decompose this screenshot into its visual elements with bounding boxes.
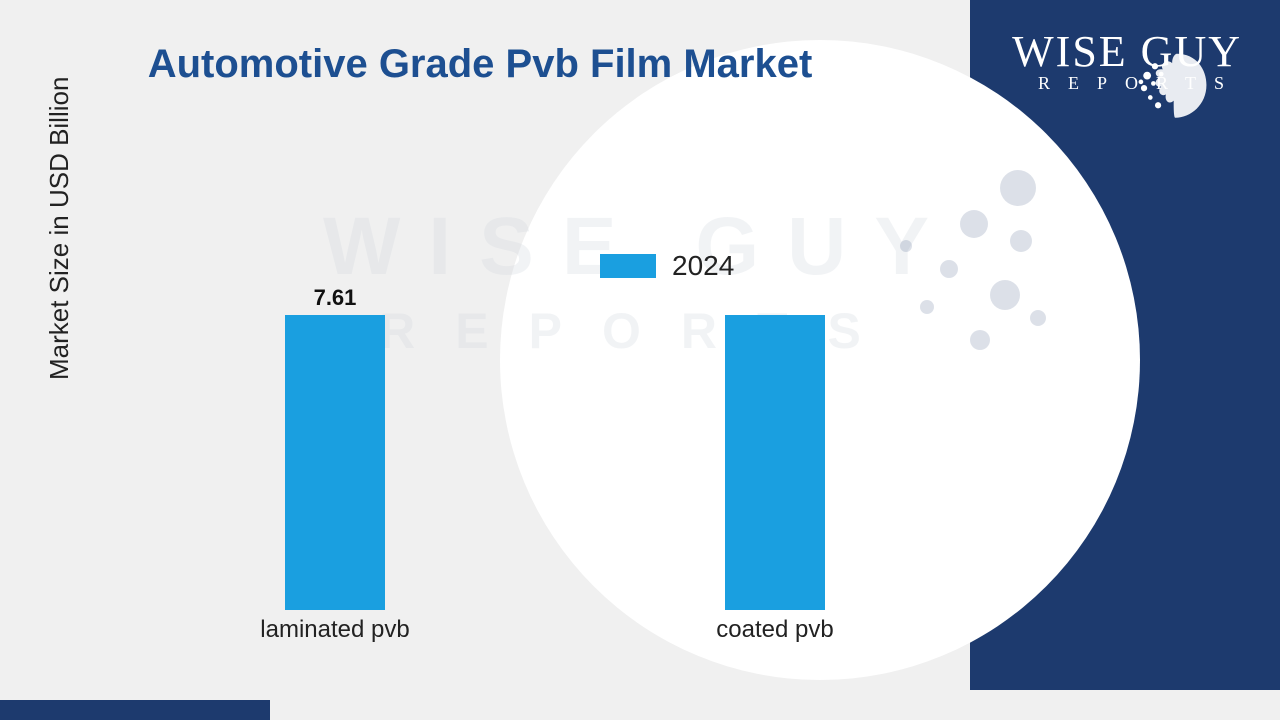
chart-title: Automotive Grade Pvb Film Market bbox=[0, 42, 960, 87]
x-axis-label: laminated pvb bbox=[255, 610, 415, 644]
legend-swatch bbox=[600, 254, 656, 278]
chart-canvas: WISE GUY REPORTS Automotive Grade Pvb Fi… bbox=[0, 0, 1280, 720]
bar-coated-pvb: coated pvb bbox=[725, 315, 825, 610]
brand-logo: WISE GUY REPORTS bbox=[1012, 26, 1242, 94]
legend: 2024 bbox=[600, 250, 734, 282]
brain-icon bbox=[1130, 46, 1208, 124]
y-axis-label: Market Size in USD Billion bbox=[44, 77, 75, 380]
bottom-accent-bar bbox=[0, 700, 270, 720]
bar-laminated-pvb: 7.61laminated pvb bbox=[285, 315, 385, 610]
bar-value-label: 7.61 bbox=[285, 285, 385, 311]
legend-label: 2024 bbox=[672, 250, 734, 282]
plot-area: 7.61laminated pvb coated pvb bbox=[160, 300, 900, 610]
x-axis-label: coated pvb bbox=[695, 610, 855, 644]
